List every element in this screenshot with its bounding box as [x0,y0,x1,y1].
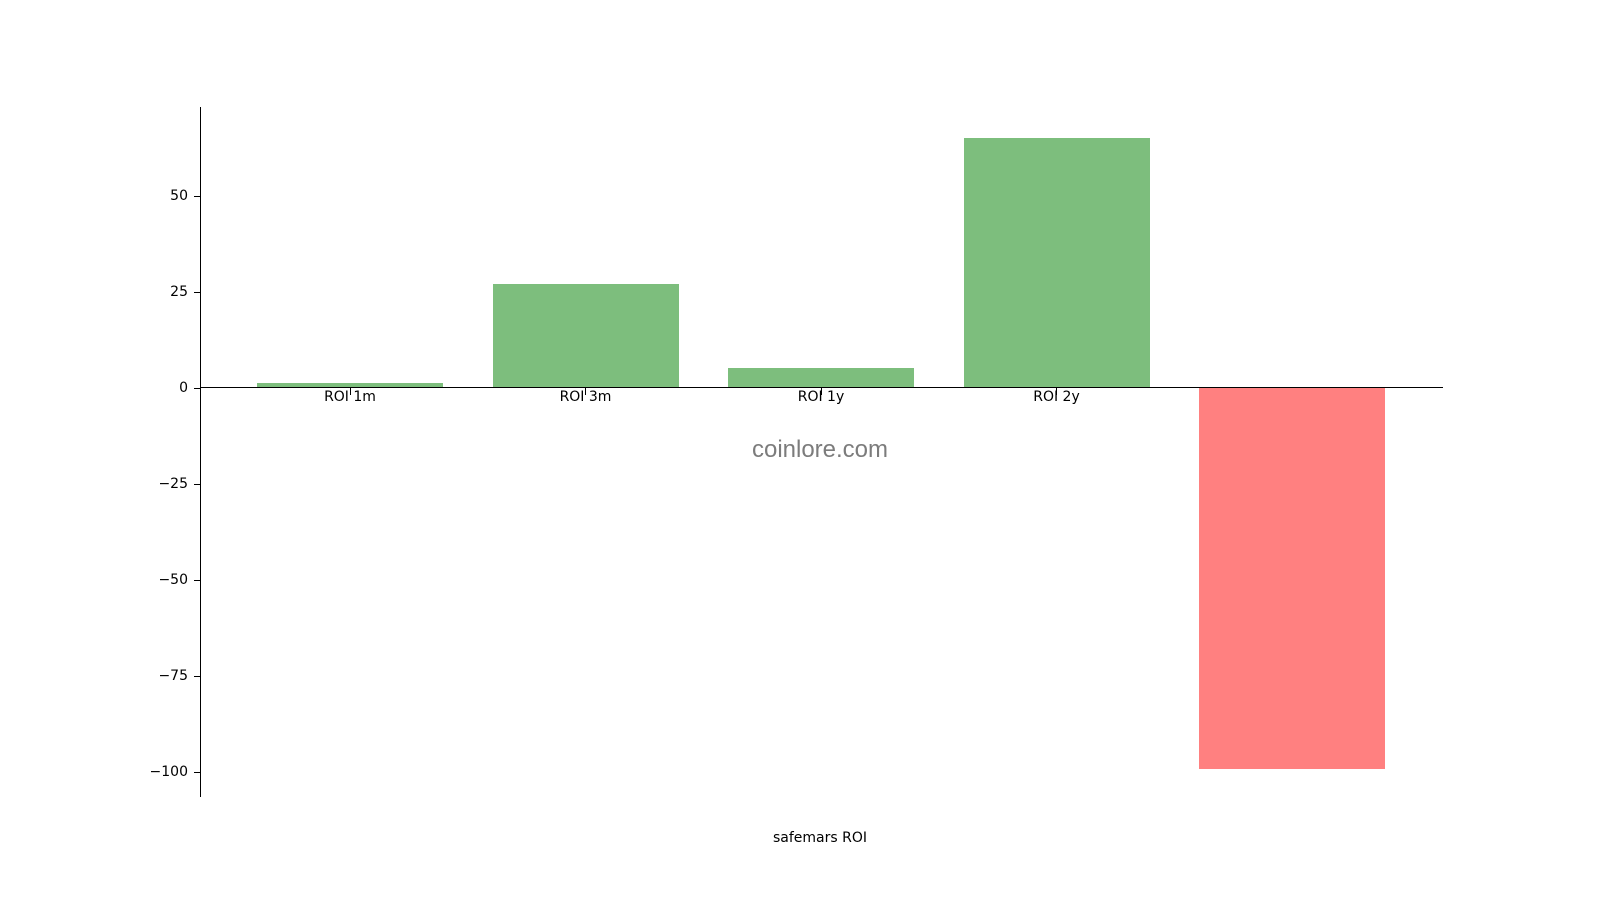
y-tick-mark [194,387,200,389]
bar-roi-1y [728,368,914,388]
y-tick-mark [194,195,200,197]
y-tick-label: −25 [158,475,188,492]
x-tick-label: ROI 3m [559,389,612,405]
x-tick-mark [349,388,351,395]
x-tick-mark [1056,388,1057,395]
y-tick-mark [194,483,200,485]
bar-roi-1m [257,383,443,388]
bar-roi-2y [963,138,1150,388]
bar-roi-3m [492,283,679,388]
y-tick-mark [194,771,200,773]
y-axis-line [200,107,201,797]
x-tick-label: ROI 1y [797,389,845,405]
y-tick-label: −100 [149,763,188,780]
x-tick-mark [820,388,822,395]
y-tick-label: 0 [179,379,188,396]
x-axis-zero-line [200,387,1443,388]
y-tick-mark [194,579,200,581]
x-tick-label: ROI 2y [1033,389,1080,405]
x-tick-label: ROI 1m [324,389,376,405]
x-axis-title: safemars ROI [772,830,868,846]
y-tick-mark [194,291,200,293]
plot-area: 50 25 0 −25 −50 −75 −100 ROI 1m ROI 3m ROI 1y ROI… [150,107,1443,797]
bar-unlabeled [1199,388,1385,770]
y-tick-mark [194,675,200,677]
y-tick-label: −75 [158,667,188,684]
y-tick-label: 50 [170,187,188,204]
y-tick-label: −50 [158,571,188,588]
y-tick-label: 25 [170,283,188,300]
x-tick-mark [585,388,586,395]
watermark-text: coinlore.com [751,436,889,463]
